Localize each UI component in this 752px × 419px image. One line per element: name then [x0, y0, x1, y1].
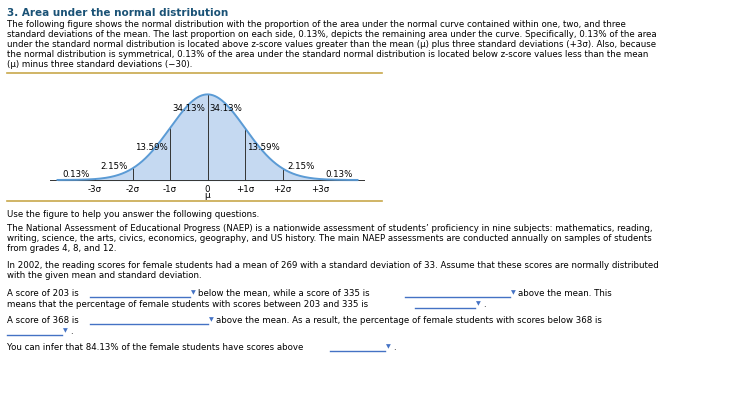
Text: ▼: ▼: [209, 317, 214, 322]
Text: +3σ: +3σ: [311, 185, 329, 194]
Text: 2.15%: 2.15%: [100, 163, 127, 171]
Text: (μ) minus three standard deviations (−30).: (μ) minus three standard deviations (−30…: [7, 60, 193, 69]
Text: above the mean. This: above the mean. This: [518, 289, 611, 298]
Text: The following figure shows the normal distribution with the proportion of the ar: The following figure shows the normal di…: [7, 20, 626, 29]
Text: 0.13%: 0.13%: [62, 170, 90, 178]
Text: A score of 368 is: A score of 368 is: [7, 316, 79, 325]
Text: μ: μ: [205, 191, 211, 200]
Text: 34.13%: 34.13%: [172, 104, 205, 114]
Text: the normal distribution is symmetrical, 0.13% of the area under the standard nor: the normal distribution is symmetrical, …: [7, 50, 648, 59]
Text: ▼: ▼: [63, 328, 68, 333]
Text: 0.13%: 0.13%: [325, 170, 353, 178]
Text: 34.13%: 34.13%: [210, 104, 243, 114]
Text: 13.59%: 13.59%: [135, 143, 168, 152]
Text: means that the percentage of female students with scores between 203 and 335 is: means that the percentage of female stud…: [7, 300, 368, 309]
Text: under the standard normal distribution is located above z-score values greater t: under the standard normal distribution i…: [7, 40, 656, 49]
Text: The National Assessment of Educational Progress (NAEP) is a nationwide assessmen: The National Assessment of Educational P…: [7, 224, 653, 233]
Text: ▼: ▼: [386, 344, 391, 349]
Text: standard deviations of the mean. The last proportion on each side, 0.13%, depict: standard deviations of the mean. The las…: [7, 30, 656, 39]
Text: 0: 0: [205, 185, 211, 194]
Text: ▼: ▼: [511, 290, 516, 295]
Text: 2.15%: 2.15%: [287, 163, 315, 171]
Text: 3. Area under the normal distribution: 3. Area under the normal distribution: [7, 8, 229, 18]
Text: ▼: ▼: [476, 301, 481, 306]
Text: -3σ: -3σ: [88, 185, 102, 194]
Text: In 2002, the reading scores for female students had a mean of 269 with a standar: In 2002, the reading scores for female s…: [7, 261, 659, 270]
Text: from grades 4, 8, and 12.: from grades 4, 8, and 12.: [7, 244, 117, 253]
Text: .: .: [393, 343, 396, 352]
Text: You can infer that 84.13% of the female students have scores above: You can infer that 84.13% of the female …: [7, 343, 303, 352]
Text: 13.59%: 13.59%: [247, 143, 280, 152]
Text: writing, science, the arts, civics, economics, geography, and US history. The ma: writing, science, the arts, civics, econ…: [7, 234, 652, 243]
Text: -2σ: -2σ: [126, 185, 140, 194]
Text: below the mean, while a score of 335 is: below the mean, while a score of 335 is: [198, 289, 370, 298]
Text: +1σ: +1σ: [236, 185, 254, 194]
Text: ▼: ▼: [191, 290, 196, 295]
Text: A score of 203 is: A score of 203 is: [7, 289, 79, 298]
Text: with the given mean and standard deviation.: with the given mean and standard deviati…: [7, 271, 202, 280]
Text: .: .: [483, 300, 486, 309]
Text: above the mean. As a result, the percentage of female students with scores below: above the mean. As a result, the percent…: [216, 316, 602, 325]
Text: -1σ: -1σ: [163, 185, 177, 194]
Text: .: .: [70, 327, 73, 336]
Text: Use the figure to help you answer the following questions.: Use the figure to help you answer the fo…: [7, 210, 259, 219]
Text: +2σ: +2σ: [274, 185, 292, 194]
